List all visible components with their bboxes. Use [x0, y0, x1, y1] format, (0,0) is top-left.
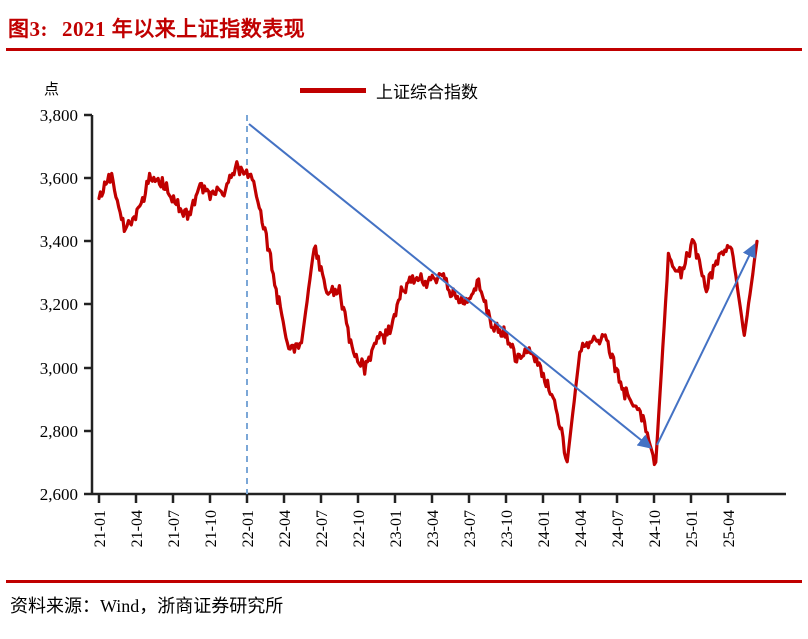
y-tick-label: 3,400: [40, 232, 78, 251]
y-tick-label: 2,600: [40, 485, 78, 504]
y-tick-label: 3,600: [40, 169, 78, 188]
chart-axes: [90, 115, 786, 496]
chart-area: 点 上证综合指数 3,800 3,600 3,400: [0, 56, 808, 576]
series-line-shanghai-composite: [97, 160, 759, 467]
x-tick-label: 22-04: [277, 510, 294, 547]
annotation-arrow-down: [248, 123, 652, 449]
legend-label-shanghai-composite: 上证综合指数: [376, 83, 478, 102]
figure-title: 图3: 2021 年以来上证指数表现: [8, 12, 800, 44]
source-note: 资料来源：Wind，浙商证券研究所: [10, 596, 284, 616]
title-divider: [6, 48, 802, 51]
x-tick-label: 22-07: [314, 510, 331, 547]
x-tick-label: 24-04: [573, 510, 590, 547]
x-tick-label: 23-07: [462, 510, 479, 547]
x-tick-label: 24-01: [536, 510, 553, 547]
x-tick-label: 21-01: [92, 510, 109, 547]
y-tick-label: 3,000: [40, 359, 78, 378]
x-tick-label: 21-07: [166, 510, 183, 547]
chart-plot: 3,800 3,600 3,400 3,200 3,000 2,800 2,60…: [40, 106, 786, 547]
x-tick-label: 22-01: [240, 510, 257, 547]
x-axis-ticks: 21-01 21-04 21-07 21-10 22-01 22-04 22-0…: [92, 494, 738, 547]
x-tick-label: 25-04: [721, 510, 738, 547]
x-tick-label: 21-04: [129, 510, 146, 547]
figure-title-text: 2021 年以来上证指数表现: [62, 17, 306, 41]
figure-number: 图3:: [8, 17, 48, 41]
y-axis-ticks: 3,800 3,600 3,400 3,200 3,000 2,800 2,60…: [40, 106, 92, 504]
legend-line-marker: [300, 88, 366, 93]
y-tick-label: 2,800: [40, 422, 78, 441]
chart-legend: 上证综合指数: [300, 78, 478, 103]
y-tick-label: 3,800: [40, 106, 78, 125]
x-tick-label: 23-10: [499, 510, 516, 547]
x-tick-label: 24-07: [610, 510, 627, 547]
x-tick-label: 21-10: [203, 510, 220, 547]
x-tick-label: 25-01: [684, 510, 701, 547]
x-tick-label: 23-01: [388, 510, 405, 547]
footer-divider: [6, 580, 802, 583]
y-axis-unit-label: 点: [44, 82, 60, 98]
x-tick-label: 22-10: [351, 510, 368, 547]
x-tick-label: 24-10: [647, 510, 664, 547]
annotation-arrow-up: [656, 243, 756, 446]
x-tick-label: 23-04: [425, 510, 442, 547]
y-tick-label: 3,200: [40, 295, 78, 314]
